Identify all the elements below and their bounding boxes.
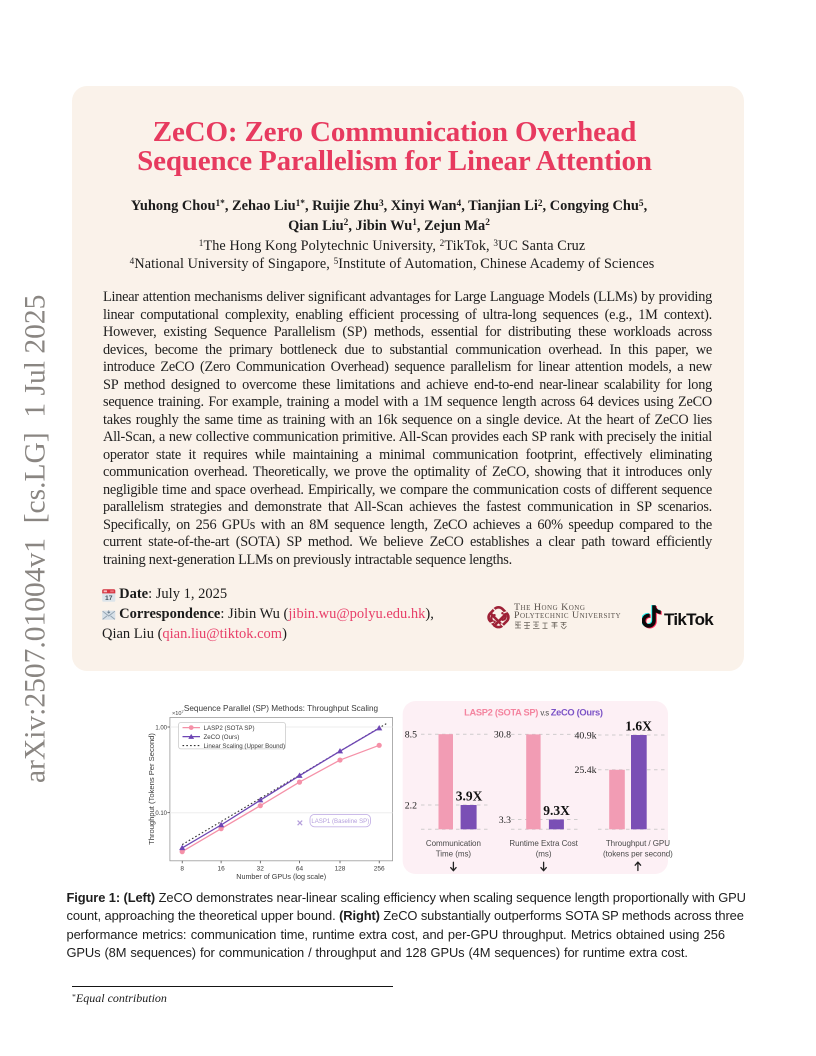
svg-text:3.9X: 3.9X <box>456 789 483 804</box>
svg-text:Runtime Extra Cost: Runtime Extra Cost <box>509 839 578 848</box>
svg-text:Time (ms): Time (ms) <box>436 850 472 859</box>
svg-text:25.4k: 25.4k <box>574 765 596 776</box>
svg-text:2.2: 2.2 <box>405 800 417 811</box>
svg-text:9.3X: 9.3X <box>543 803 570 818</box>
svg-text:8: 8 <box>180 866 184 873</box>
svg-text:LASP2 (SOTA SP) v.s ZeCO (Ours: LASP2 (SOTA SP) v.s ZeCO (Ours) <box>464 708 603 718</box>
svg-text:0.10: 0.10 <box>155 811 167 817</box>
svg-text:17: 17 <box>105 595 113 602</box>
svg-text:LASP2 (SOTA SP): LASP2 (SOTA SP) <box>204 725 255 732</box>
svg-text:Throughput / GPU: Throughput / GPU <box>606 839 670 848</box>
svg-text:16: 16 <box>217 866 225 873</box>
svg-text:8.5: 8.5 <box>405 730 417 741</box>
svg-text:64: 64 <box>296 866 304 873</box>
svg-text:3.3: 3.3 <box>499 815 511 826</box>
svg-text:Communication: Communication <box>426 839 481 848</box>
svg-text:Linear Scaling (Upper Bound): Linear Scaling (Upper Bound) <box>204 743 286 750</box>
svg-text:1.00: 1.00 <box>155 725 167 731</box>
svg-text:256: 256 <box>374 866 385 873</box>
svg-text:LASP1 (Baseline SP): LASP1 (Baseline SP) <box>311 818 369 825</box>
svg-text:1.6X: 1.6X <box>625 718 652 733</box>
svg-text:(tokens per second): (tokens per second) <box>603 850 673 859</box>
svg-text:32: 32 <box>257 866 265 873</box>
svg-text:Sequence Parallel (SP) Methods: Sequence Parallel (SP) Methods: Throughp… <box>184 704 379 713</box>
svg-text:40.9k: 40.9k <box>574 730 596 741</box>
svg-text:Number of GPUs (log scale): Number of GPUs (log scale) <box>236 872 326 881</box>
svg-text:128: 128 <box>335 866 346 873</box>
svg-text:×107: ×107 <box>172 709 185 717</box>
svg-text:(ms): (ms) <box>536 850 552 859</box>
svg-text:ZeCO (Ours): ZeCO (Ours) <box>204 734 240 741</box>
svg-text:30.8: 30.8 <box>494 730 511 741</box>
svg-text:Throughput (Tokens Per Second): Throughput (Tokens Per Second) <box>147 733 156 845</box>
